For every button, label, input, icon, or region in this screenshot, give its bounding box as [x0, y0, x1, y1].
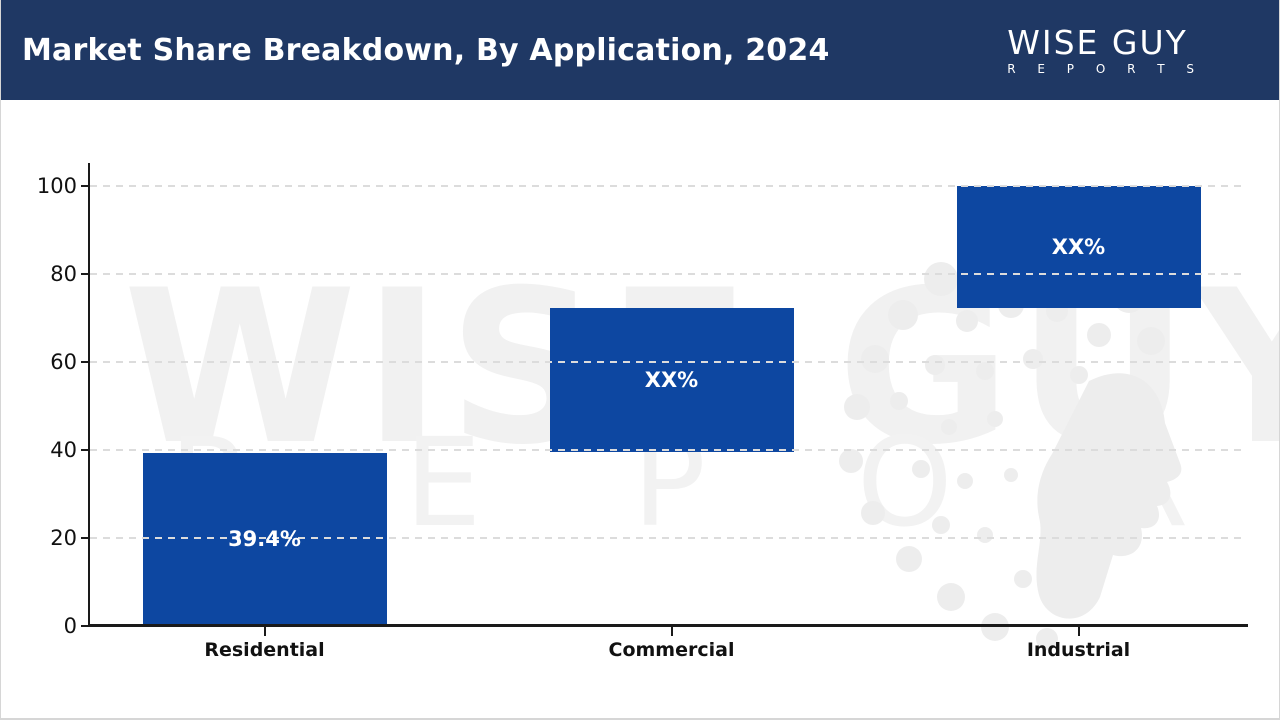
y-tick-mark [81, 625, 89, 627]
gridline [90, 361, 1247, 363]
y-axis-line [88, 163, 90, 627]
x-category-label: Commercial [608, 639, 735, 661]
bar [549, 307, 794, 453]
y-tick-label: 100 [36, 174, 77, 198]
brand-wordmark: WISE GUY [1007, 23, 1188, 62]
y-tick-mark [81, 273, 89, 275]
bar [142, 452, 387, 626]
gridline [90, 449, 1247, 451]
brand-logo: WISE GUY R E P O R T S [1007, 0, 1279, 100]
gridline [90, 273, 1247, 275]
y-tick-mark [81, 361, 89, 363]
bar-value-label: 39.4% [228, 527, 301, 552]
x-tick-mark [263, 627, 266, 636]
header-band: Market Share Breakdown, By Application, … [1, 0, 1279, 100]
bar-value-label: XX% [644, 368, 699, 393]
y-tick-label: 40 [50, 438, 77, 462]
y-tick-mark [81, 537, 89, 539]
x-tick-mark [1077, 627, 1080, 636]
brand-logo-text: WISE GUY R E P O R T S [1007, 26, 1203, 76]
brand-reports-text: R E P O R T S [1007, 62, 1203, 76]
y-tick-label: 0 [63, 614, 77, 638]
x-category-label: Industrial [1026, 639, 1131, 661]
y-tick-mark [81, 449, 89, 451]
y-tick-label: 20 [50, 526, 77, 550]
y-tick-label: 60 [50, 350, 77, 374]
y-tick-label: 80 [50, 262, 77, 286]
chart-title: Market Share Breakdown, By Application, … [22, 32, 830, 68]
x-category-label: Residential [204, 639, 325, 661]
x-axis-line [88, 624, 1248, 627]
y-tick-mark [81, 185, 89, 187]
gridline [90, 537, 1247, 539]
gridline [90, 185, 1247, 187]
x-tick-mark [670, 627, 673, 636]
bar-value-label: XX% [1051, 234, 1106, 259]
